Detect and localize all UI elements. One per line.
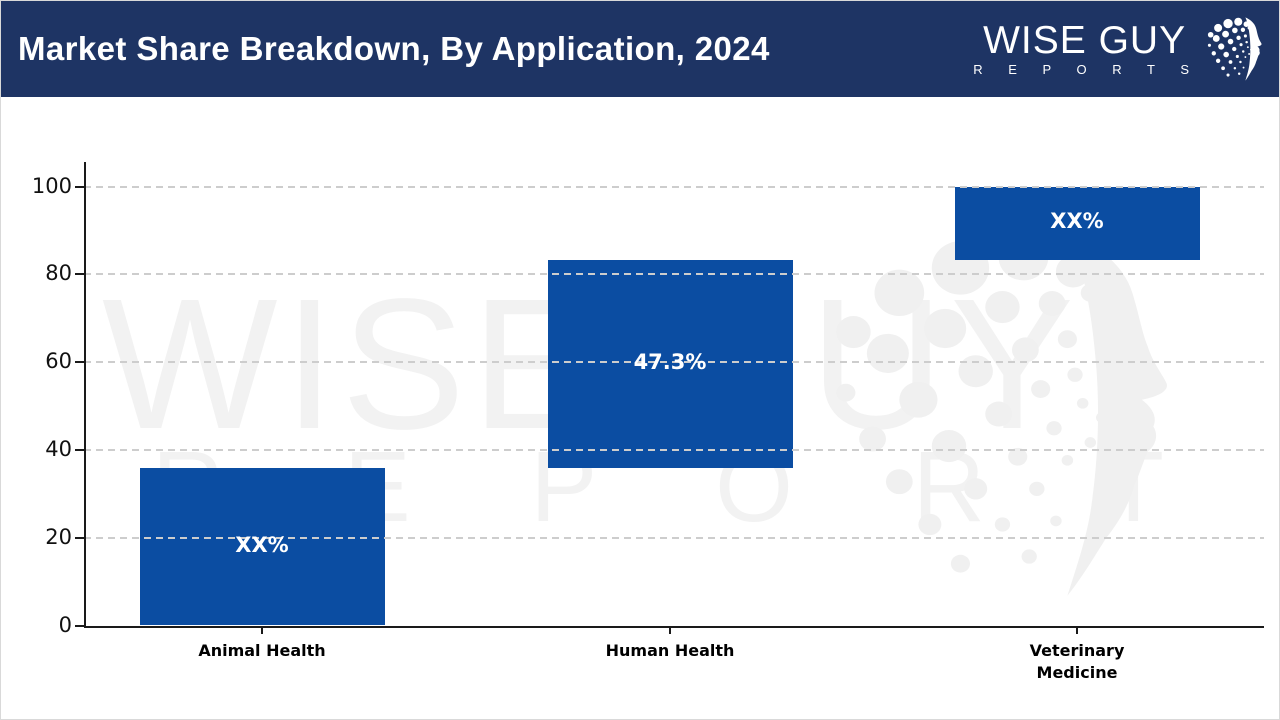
- watermark-dot-head-icon: [836, 232, 1167, 596]
- x-tick-veterinary-medicine: [1076, 627, 1078, 634]
- x-tick-human-health: [669, 627, 671, 634]
- y-tick-80: [75, 273, 84, 276]
- y-tick-20: [75, 536, 84, 539]
- bar-veterinary-medicine: [954, 186, 1200, 260]
- header-bar: Market Share Breakdown, By Application, …: [0, 0, 1280, 97]
- y-gridline-60: [84, 361, 1264, 364]
- y-tick-label-80: 80: [45, 261, 72, 286]
- y-tick-0: [75, 624, 84, 627]
- y-tick-label-40: 40: [45, 436, 72, 461]
- brand-name: WISE GUY: [983, 18, 1187, 62]
- bar-human-health: [547, 259, 793, 468]
- bar-value-label-veterinary-medicine: XX%: [1050, 209, 1104, 234]
- page-title: Market Share Breakdown, By Application, …: [18, 29, 770, 67]
- bar-animal-health: [139, 467, 385, 626]
- y-tick-60: [75, 361, 84, 364]
- y-gridline-100: [84, 185, 1264, 188]
- brand-logo: WISE GUY R E P O R T S: [969, 4, 1264, 94]
- y-gridline-40: [84, 448, 1264, 451]
- y-gridline-80: [84, 273, 1264, 276]
- y-tick-label-20: 20: [45, 524, 72, 549]
- y-tick-label-100: 100: [31, 173, 72, 198]
- y-tick-100: [75, 185, 84, 188]
- bar-value-label-animal-health: XX%: [235, 532, 289, 557]
- dot-head-logo-icon: [1207, 17, 1262, 81]
- y-tick-label-60: 60: [45, 349, 72, 374]
- x-tick-animal-health: [261, 627, 263, 634]
- y-tick-40: [75, 448, 84, 451]
- y-gridline-20: [84, 536, 1264, 539]
- x-axis-spine: [84, 625, 1264, 628]
- y-tick-label-0: 0: [58, 612, 72, 637]
- brand-wordmark: WISE GUY R E P O R T S: [969, 18, 1200, 78]
- category-label-human-health: Human Health: [605, 641, 735, 660]
- y-axis-spine: [84, 162, 86, 628]
- bar-value-label-human-health: 47.3%: [633, 349, 707, 374]
- category-label-animal-health: Animal Health: [198, 641, 326, 660]
- brand-subtext: R E P O R T S: [973, 62, 1200, 78]
- category-label-veterinary-medicine: Veterinary Medicine: [1029, 641, 1125, 682]
